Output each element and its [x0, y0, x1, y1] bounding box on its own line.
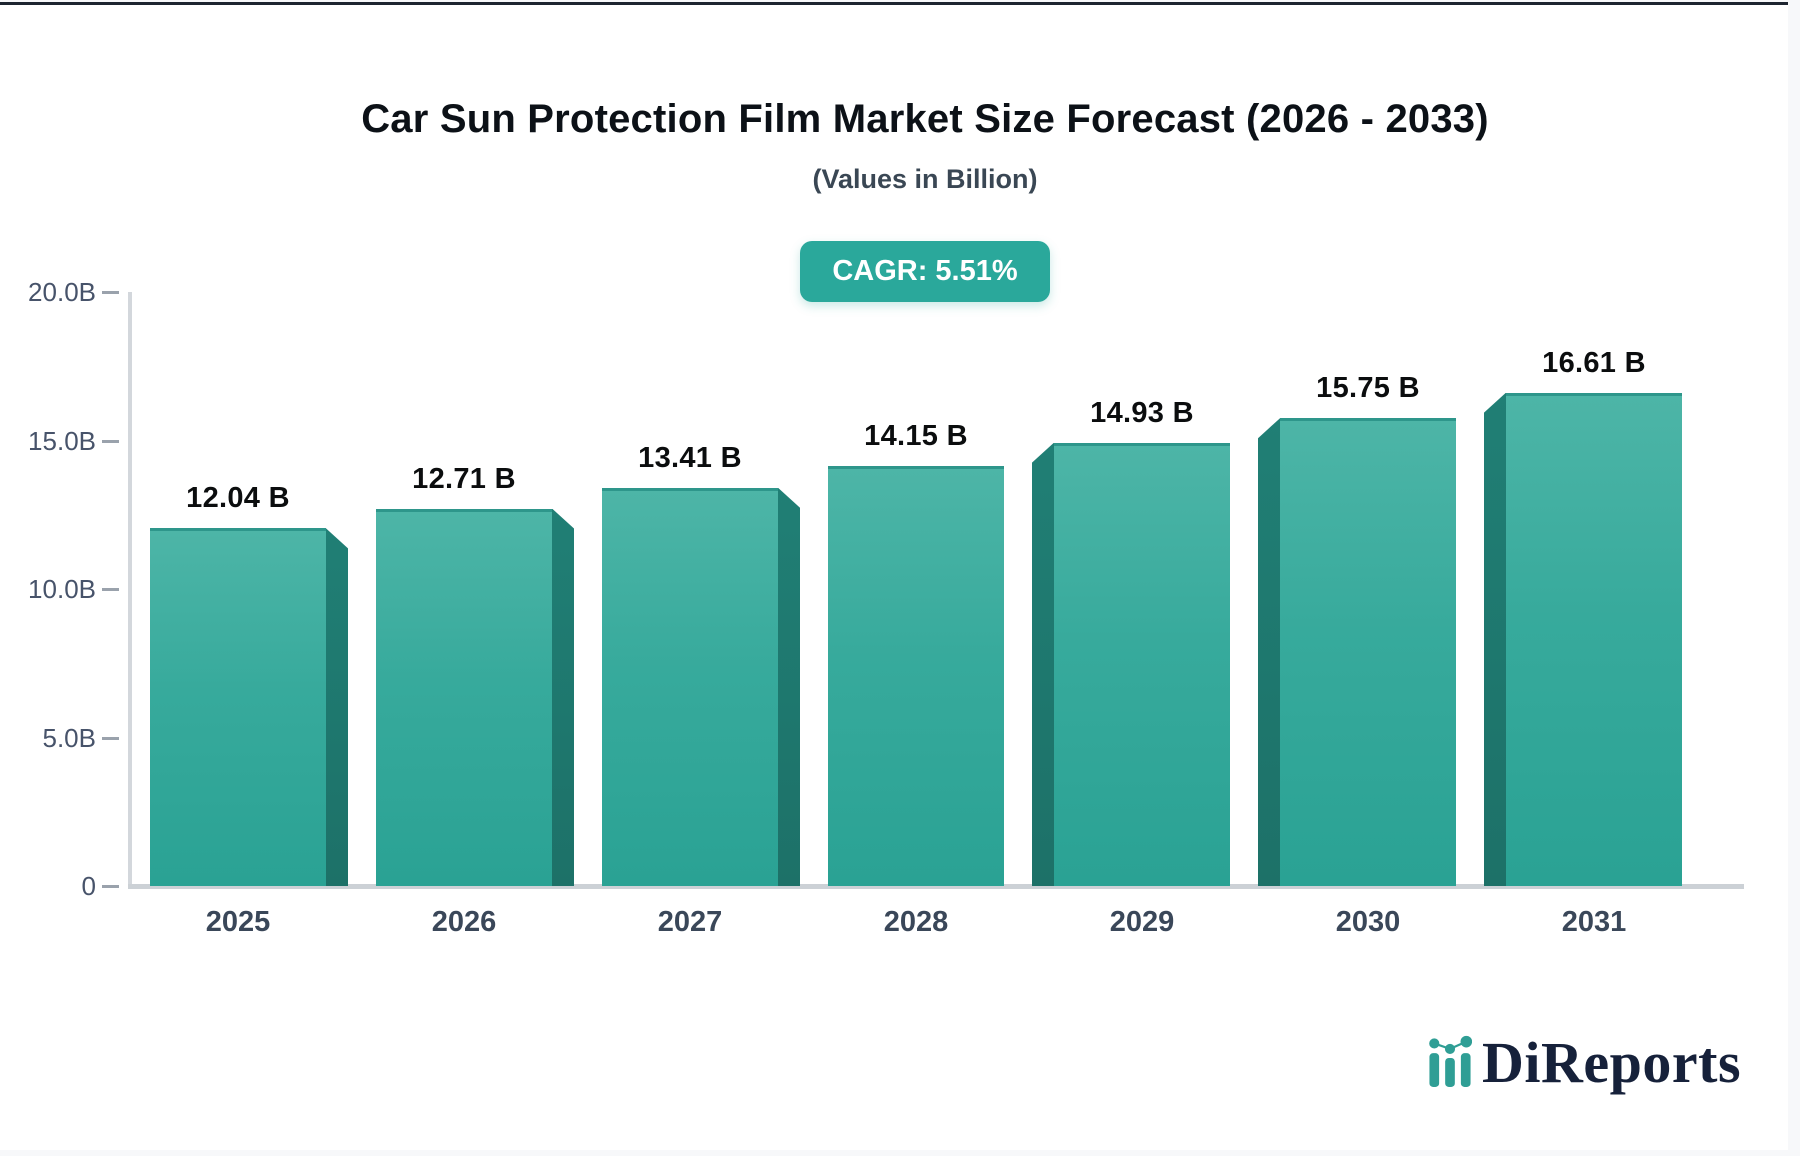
x-axis-category-label: 2027 [657, 906, 723, 938]
bar-3d-side [552, 508, 574, 886]
bar-value-label: 12.04 B [186, 482, 290, 515]
bar-3d-side [1484, 392, 1506, 886]
bar-value-label: 14.15 B [864, 419, 968, 452]
x-axis-category-label: 2031 [1561, 906, 1627, 938]
y-axis-tick-label: 20.0B [28, 277, 96, 307]
x-axis-category-label: 2026 [431, 906, 497, 938]
y-axis-tick [102, 439, 119, 443]
y-axis-tick-label: 10.0B [28, 574, 96, 604]
bar-2026 [376, 508, 552, 886]
y-axis-tick-label: 15.0B [28, 425, 96, 456]
logo-text: DiReports [1482, 1030, 1742, 1095]
y-axis-tick [102, 291, 119, 294]
cagr-badge: CAGR: 5.51% [800, 241, 1050, 302]
x-axis-category-label: 2028 [883, 906, 949, 938]
chart-subtitle: (Values in Billion) [812, 164, 1038, 194]
x-axis-category-label: 2030 [1335, 906, 1401, 938]
x-axis-category-label: 2025 [205, 906, 271, 938]
chart-title: Car Sun Protection Film Market Size Fore… [361, 97, 1489, 141]
y-axis-tick [102, 885, 119, 888]
y-axis-tick-label: 5.0B [42, 722, 97, 753]
y-axis-tick [102, 736, 119, 740]
bar-3d-side [1258, 418, 1280, 886]
bar-2030 [1280, 418, 1456, 886]
y-axis-line [128, 292, 132, 886]
x-axis-line [128, 884, 1744, 889]
direports-logo: DiReports [1428, 1034, 1741, 1092]
bar-2029 [1054, 442, 1230, 886]
card-top-accent-line [0, 2, 1788, 5]
bar-value-label: 12.71 B [412, 462, 516, 495]
bar-value-label: 13.41 B [638, 441, 742, 474]
bar-3d-side [326, 528, 348, 886]
bar-2031 [1506, 392, 1682, 886]
chart-header: Car Sun Protection Film Market Size Fore… [60, 2, 1790, 302]
mini-bar-chart-icon [1428, 1035, 1473, 1092]
y-axis-tick [102, 588, 119, 591]
y-axis-tick-label: 0 [81, 871, 96, 901]
x-axis-category-label: 2029 [1109, 906, 1175, 938]
bar-value-label: 14.93 B [1090, 396, 1194, 429]
bar-3d-side [778, 487, 800, 886]
bar-value-label: 16.61 B [1542, 346, 1646, 379]
bar-value-label: 15.75 B [1316, 372, 1420, 405]
bar-2028 [828, 465, 1004, 886]
bar-2025 [150, 528, 326, 886]
bar-3d-side [1032, 442, 1054, 886]
bar-2027 [602, 487, 778, 886]
